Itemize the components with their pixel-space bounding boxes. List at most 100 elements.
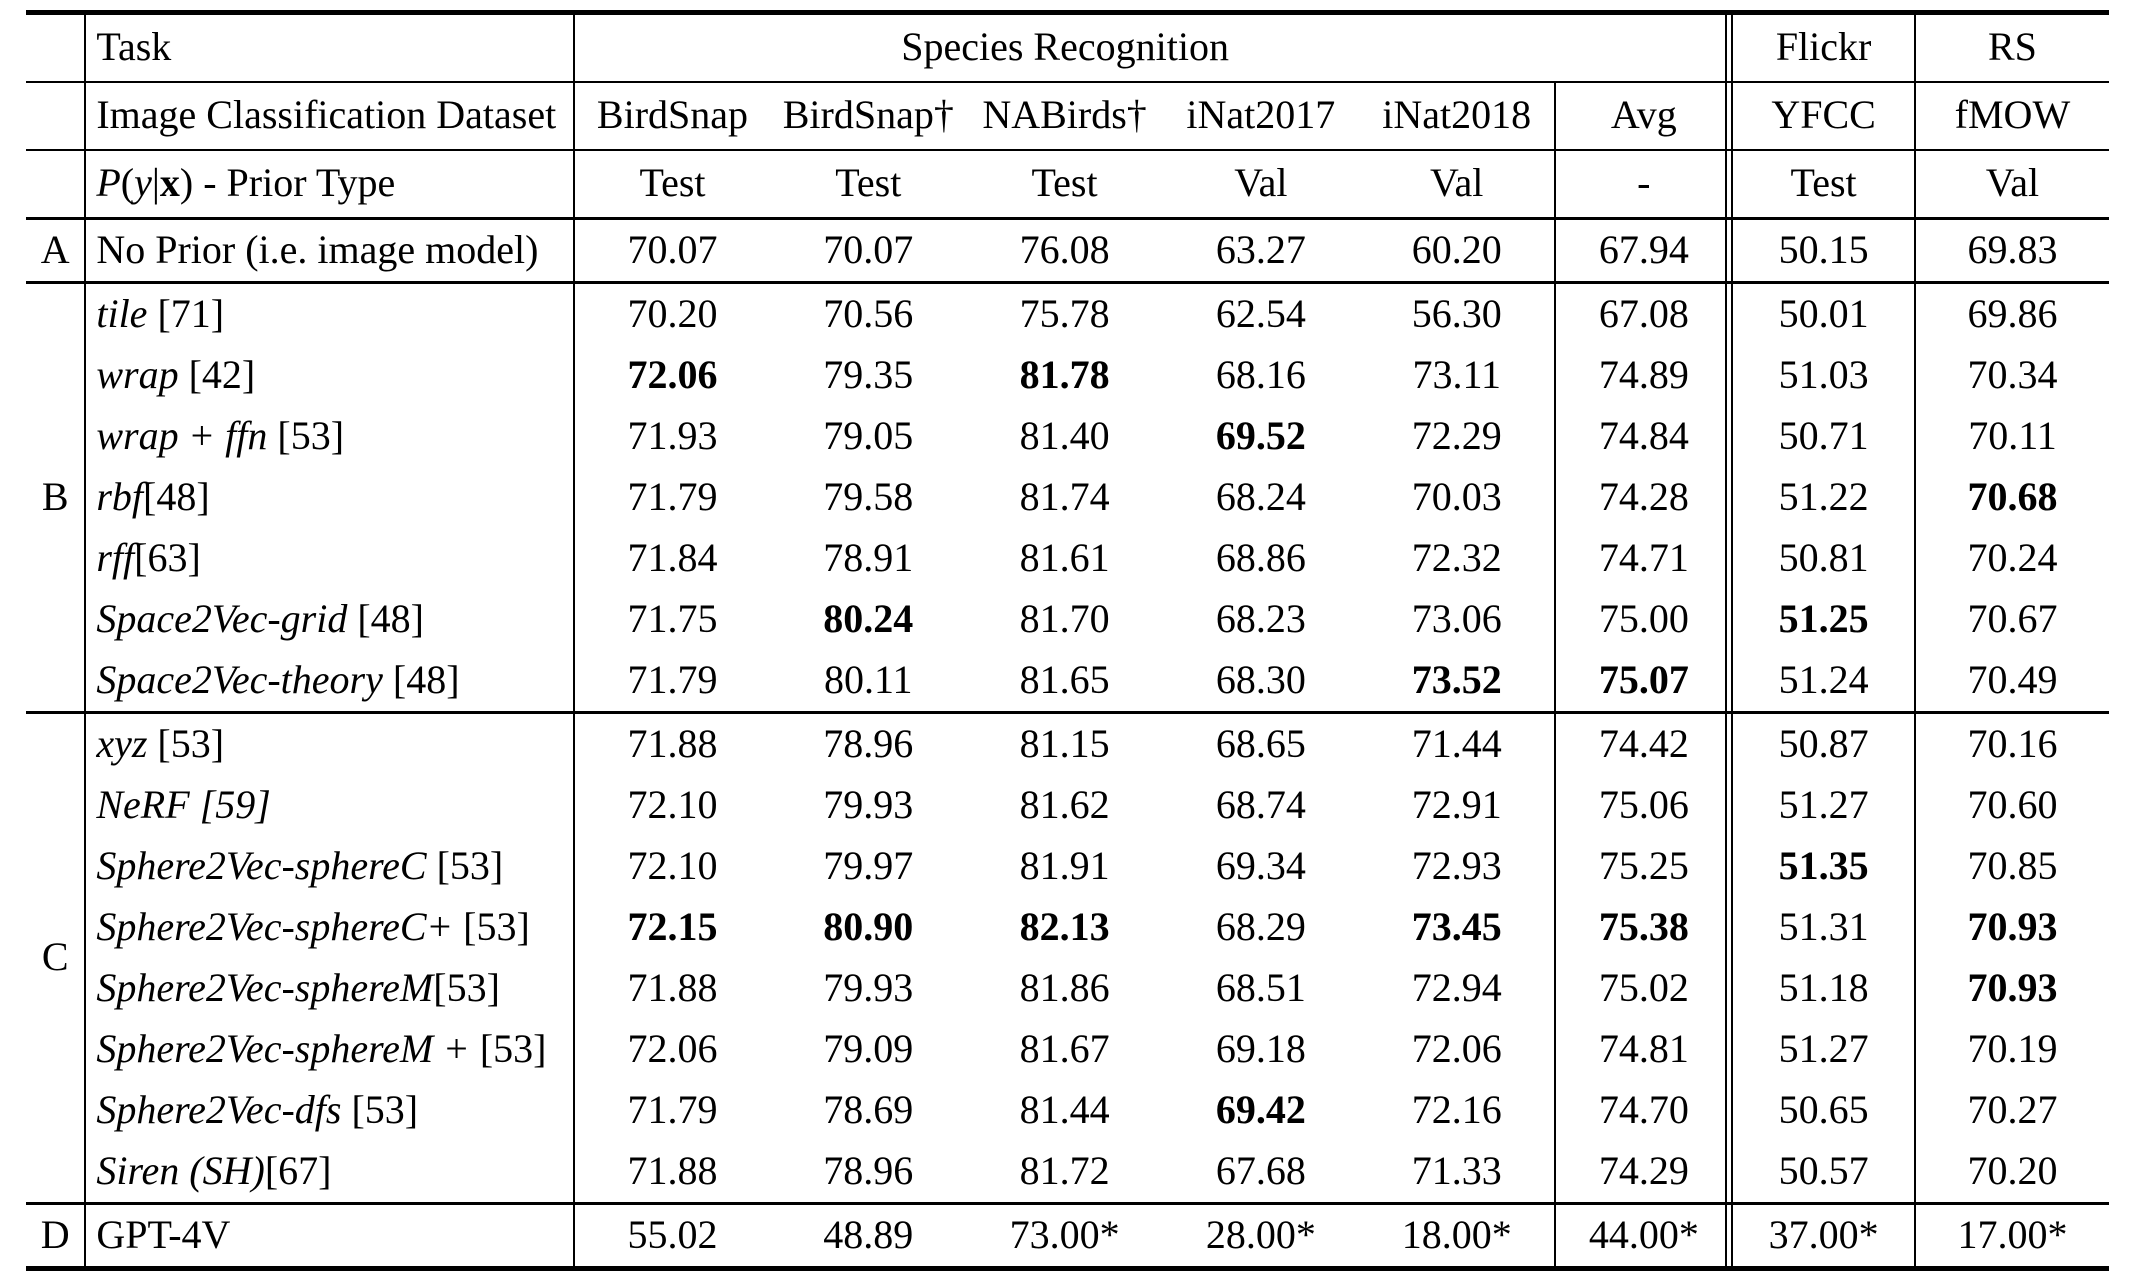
value-dataset-2: 81.86 — [966, 958, 1162, 1019]
method-name-text: [53] — [267, 413, 344, 458]
method-label: tile [71] — [85, 283, 573, 346]
value-yfcc: 37.00* — [1732, 1204, 1915, 1269]
value-fmow: 70.11 — [1915, 406, 2109, 467]
prior-type-x: x — [160, 160, 180, 205]
method-name-text: [63] — [134, 535, 201, 580]
value-dataset-4: 73.52 — [1359, 650, 1555, 713]
value-dataset-2: 81.74 — [966, 467, 1162, 528]
value-yfcc: 51.24 — [1732, 650, 1915, 713]
method-name-math: wrap — [96, 352, 178, 397]
group-header-rs: RS — [1915, 13, 2109, 83]
value-avg: 74.89 — [1555, 345, 1732, 406]
value-avg: 75.00 — [1555, 589, 1732, 650]
method-label: rff[63] — [85, 528, 573, 589]
value-avg: 75.25 — [1555, 836, 1732, 897]
value-dataset-3: 68.86 — [1163, 528, 1359, 589]
value-dataset-3: 63.27 — [1163, 219, 1359, 283]
value-dataset-4: 72.94 — [1359, 958, 1555, 1019]
value-dataset-2: 81.72 — [966, 1141, 1162, 1204]
value-dataset-2: 76.08 — [966, 219, 1162, 283]
value-dataset-1: 79.58 — [770, 467, 966, 528]
value-dataset-0: 71.79 — [574, 467, 770, 528]
split-header-0: Test — [574, 150, 770, 219]
value-dataset-1: 80.11 — [770, 650, 966, 713]
value-dataset-4: 60.20 — [1359, 219, 1555, 283]
section-label-A: A — [26, 219, 85, 283]
value-dataset-3: 68.24 — [1163, 467, 1359, 528]
value-dataset-1: 70.07 — [770, 219, 966, 283]
method-name-math: Siren (SH) — [96, 1148, 264, 1193]
dataset-header-fmow: fMOW — [1915, 82, 2109, 150]
value-fmow: 70.93 — [1915, 897, 2109, 958]
value-dataset-0: 71.88 — [574, 958, 770, 1019]
value-dataset-3: 69.42 — [1163, 1080, 1359, 1141]
value-dataset-0: 70.20 — [574, 283, 770, 346]
value-fmow: 70.19 — [1915, 1019, 2109, 1080]
method-name-math: Space2Vec-grid — [96, 596, 347, 641]
value-dataset-0: 72.10 — [574, 775, 770, 836]
method-label: No Prior (i.e. image model) — [85, 219, 573, 283]
dataset-header-1: BirdSnap† — [770, 82, 966, 150]
split-header-4: Val — [1359, 150, 1555, 219]
value-yfcc: 50.81 — [1732, 528, 1915, 589]
math-operator: + — [179, 413, 226, 458]
method-name-math: Sphere2Vec-sphereC — [96, 843, 426, 888]
split-header-avg: - — [1555, 150, 1732, 219]
method-name-text: [48] — [383, 657, 460, 702]
value-dataset-2: 82.13 — [966, 897, 1162, 958]
value-avg: 75.02 — [1555, 958, 1732, 1019]
value-dataset-2: 81.67 — [966, 1019, 1162, 1080]
prior-type-bar: | — [152, 160, 160, 205]
method-label: Sphere2Vec-sphereM[53] — [85, 958, 573, 1019]
value-dataset-1: 79.05 — [770, 406, 966, 467]
value-fmow: 70.60 — [1915, 775, 2109, 836]
value-dataset-0: 55.02 — [574, 1204, 770, 1269]
method-name-math: Sphere2Vec-sphereM — [96, 965, 433, 1010]
value-dataset-1: 80.90 — [770, 897, 966, 958]
value-dataset-1: 79.93 — [770, 775, 966, 836]
method-name-math: ffn — [225, 413, 267, 458]
value-yfcc: 50.01 — [1732, 283, 1915, 346]
value-dataset-4: 72.93 — [1359, 836, 1555, 897]
value-avg: 75.07 — [1555, 650, 1732, 713]
task-label: Task — [85, 13, 573, 83]
value-dataset-1: 78.91 — [770, 528, 966, 589]
dataset-header-avg: Avg — [1555, 82, 1732, 150]
method-name-math: NeRF [59] — [96, 782, 270, 827]
split-header-1: Test — [770, 150, 966, 219]
value-fmow: 70.27 — [1915, 1080, 2109, 1141]
value-yfcc: 51.35 — [1732, 836, 1915, 897]
method-name-math: wrap — [96, 413, 178, 458]
split-header-3: Val — [1163, 150, 1359, 219]
method-label: Space2Vec-theory [48] — [85, 650, 573, 713]
value-dataset-3: 68.16 — [1163, 345, 1359, 406]
value-yfcc: 50.57 — [1732, 1141, 1915, 1204]
value-dataset-3: 69.18 — [1163, 1019, 1359, 1080]
value-avg: 74.81 — [1555, 1019, 1732, 1080]
value-yfcc: 51.18 — [1732, 958, 1915, 1019]
method-name-text: No Prior (i.e. image model) — [96, 227, 538, 272]
method-name-text: [53] — [433, 965, 500, 1010]
method-name-math: xyz — [96, 721, 147, 766]
value-yfcc: 51.31 — [1732, 897, 1915, 958]
value-dataset-2: 81.15 — [966, 713, 1162, 776]
method-name-math: Space2Vec-theory — [96, 657, 383, 702]
method-name-text: [48] — [347, 596, 424, 641]
value-dataset-0: 72.06 — [574, 1019, 770, 1080]
value-dataset-1: 78.69 — [770, 1080, 966, 1141]
value-dataset-4: 71.33 — [1359, 1141, 1555, 1204]
value-dataset-2: 75.78 — [966, 283, 1162, 346]
dataset-header-yfcc: YFCC — [1732, 82, 1915, 150]
value-yfcc: 51.03 — [1732, 345, 1915, 406]
value-fmow: 69.86 — [1915, 283, 2109, 346]
